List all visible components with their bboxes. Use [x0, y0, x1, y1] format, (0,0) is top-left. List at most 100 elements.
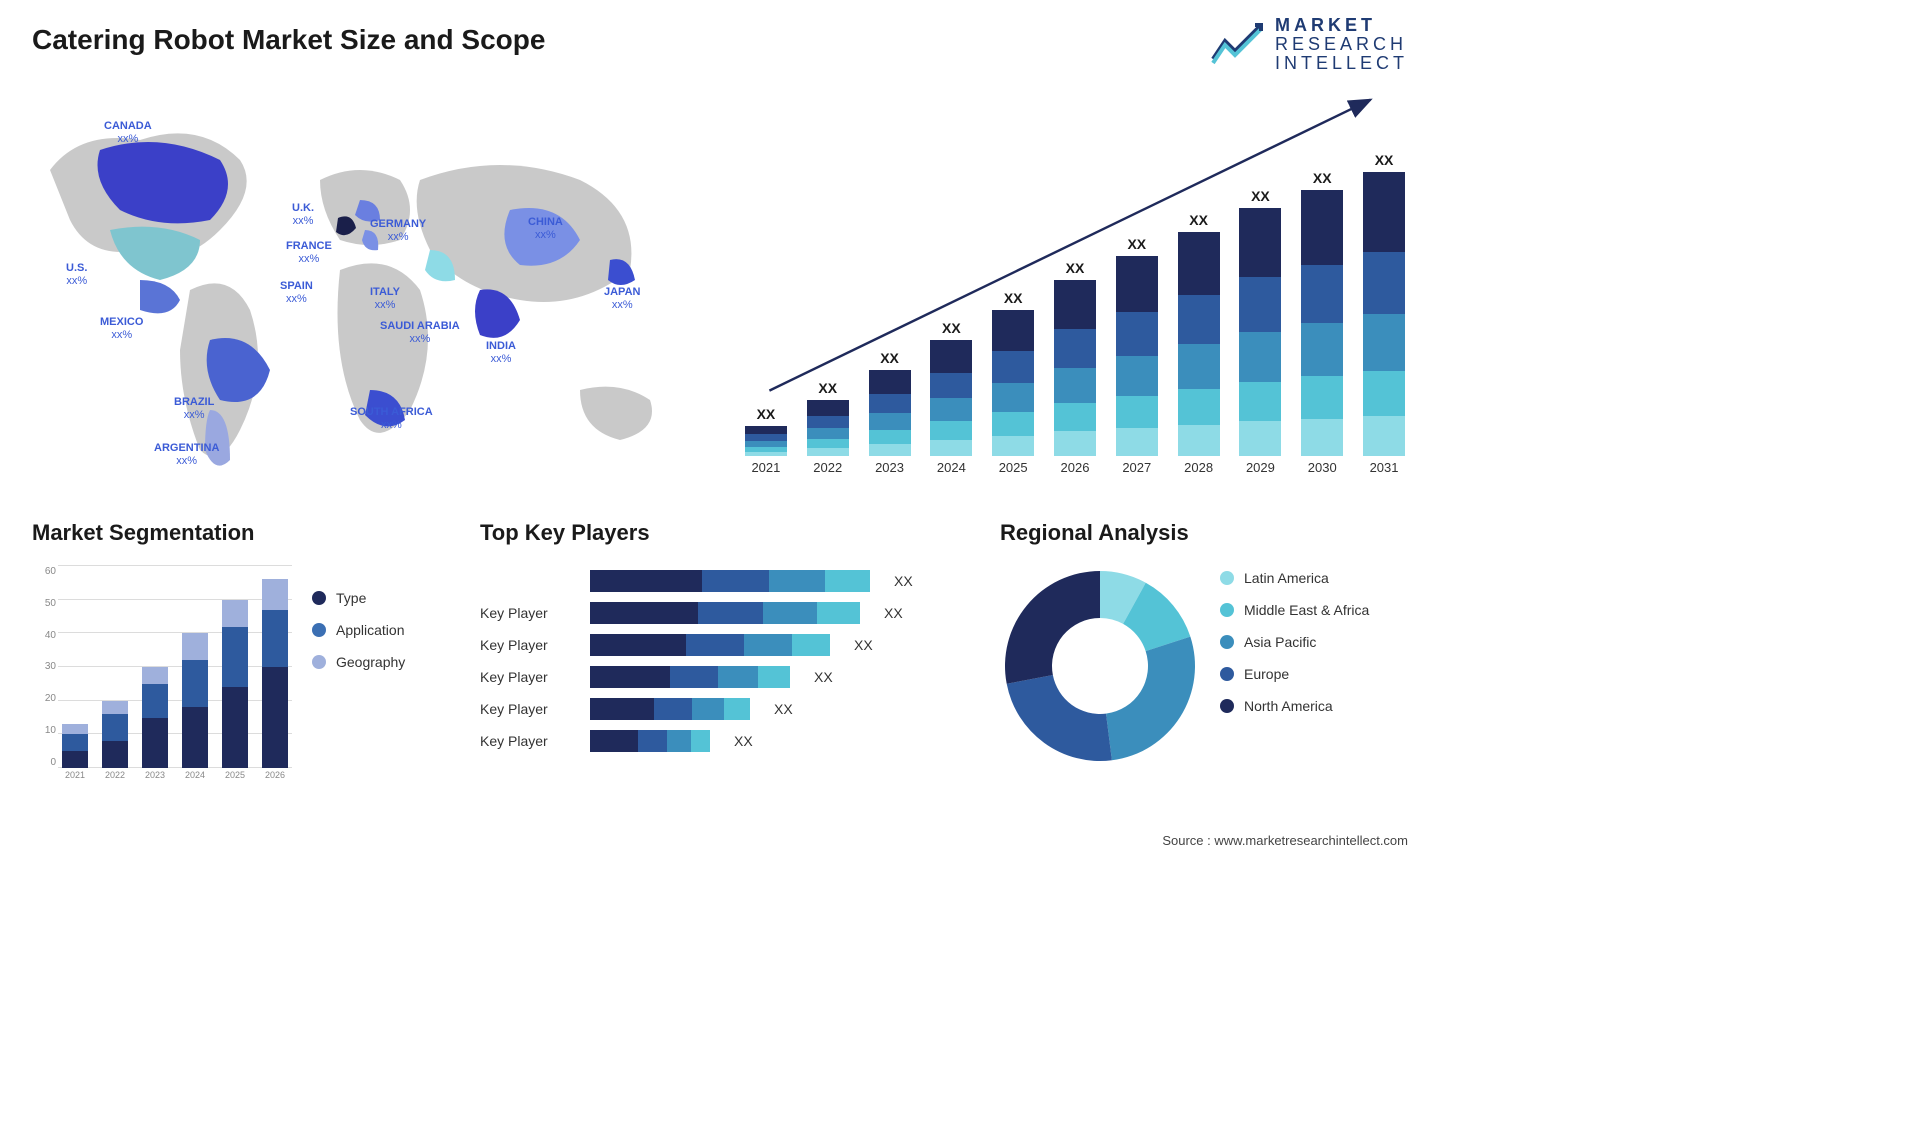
growth-bar-segment — [992, 310, 1034, 351]
growth-bar-segment — [1363, 371, 1405, 416]
growth-bar: XX — [864, 350, 916, 456]
key-player-bar-segment — [763, 602, 817, 624]
growth-bar-segment — [1054, 368, 1096, 403]
seg-bar-segment — [182, 707, 208, 768]
growth-x-tick: 2022 — [802, 460, 854, 480]
seg-y-tick: 50 — [32, 598, 56, 609]
key-player-bar — [590, 698, 750, 720]
page-title: Catering Robot Market Size and Scope — [32, 24, 545, 56]
growth-bar-segment — [745, 452, 787, 456]
donut-slice — [1106, 637, 1195, 761]
brand-line1: MARKET — [1275, 16, 1408, 35]
source-attribution: Source : www.marketresearchintellect.com — [1162, 833, 1408, 848]
growth-bar-segment — [930, 340, 972, 372]
growth-bar-value: XX — [1004, 290, 1023, 306]
growth-bar: XX — [1049, 260, 1101, 456]
seg-bar — [142, 667, 168, 768]
seg-bar-segment — [222, 687, 248, 768]
growth-bar-segment — [869, 413, 911, 430]
legend-label: Asia Pacific — [1244, 634, 1316, 650]
growth-bar: XX — [1296, 170, 1348, 456]
seg-y-tick: 20 — [32, 693, 56, 704]
seg-bar-segment — [142, 667, 168, 684]
growth-bar-segment — [1363, 172, 1405, 252]
key-player-bar-segment — [702, 570, 769, 592]
seg-bar — [182, 633, 208, 768]
growth-bar-segment — [992, 383, 1034, 412]
growth-bar-segment — [1178, 232, 1220, 295]
legend-dot-icon — [1220, 603, 1234, 617]
key-player-bar — [590, 570, 870, 592]
brand-line3: INTELLECT — [1275, 54, 1408, 73]
key-player-value: XX — [774, 701, 793, 717]
growth-bar: XX — [1111, 236, 1163, 456]
growth-bar-segment — [1239, 332, 1281, 382]
growth-bar-segment — [807, 400, 849, 416]
growth-bar-segment — [1054, 280, 1096, 329]
key-player-bar-segment — [667, 730, 691, 752]
growth-bar-segment — [1116, 428, 1158, 456]
key-player-bar-segment — [654, 698, 692, 720]
seg-x-tick: 2024 — [185, 770, 205, 786]
growth-bar-segment — [1116, 256, 1158, 312]
growth-bar-value: XX — [1066, 260, 1085, 276]
map-country-label: BRAZILxx% — [174, 396, 214, 421]
map-country-label: MEXICOxx% — [100, 316, 143, 341]
legend-dot-icon — [1220, 571, 1234, 585]
growth-bar-segment — [992, 436, 1034, 456]
legend-label: Latin America — [1244, 570, 1329, 586]
seg-bar-segment — [102, 714, 128, 741]
growth-bar-value: XX — [757, 406, 776, 422]
seg-x-tick: 2022 — [105, 770, 125, 786]
seg-bar-segment — [182, 633, 208, 660]
key-player-label: Key Player — [480, 701, 576, 717]
map-country-label: ARGENTINAxx% — [154, 442, 219, 467]
legend-item: Middle East & Africa — [1220, 602, 1369, 618]
growth-bar-segment — [1116, 396, 1158, 428]
legend-item: Europe — [1220, 666, 1369, 682]
growth-bar-segment — [1116, 356, 1158, 396]
growth-bar-segment — [745, 426, 787, 434]
legend-label: Type — [336, 590, 366, 606]
key-player-label: Key Player — [480, 637, 576, 653]
growth-x-tick: 2028 — [1173, 460, 1225, 480]
key-player-bar-segment — [590, 698, 654, 720]
growth-bar-value: XX — [1375, 152, 1394, 168]
growth-bar-value: XX — [1127, 236, 1146, 252]
growth-x-tick: 2023 — [864, 460, 916, 480]
key-player-row: XX — [480, 570, 980, 592]
regional-title: Regional Analysis — [1000, 520, 1410, 546]
growth-bar-segment — [1363, 416, 1405, 456]
growth-bar-value: XX — [818, 380, 837, 396]
legend-label: Geography — [336, 654, 405, 670]
growth-bar: XX — [987, 290, 1039, 456]
growth-bar-segment — [930, 421, 972, 440]
key-player-row: Key PlayerXX — [480, 602, 980, 624]
key-player-value: XX — [814, 669, 833, 685]
growth-bar-value: XX — [942, 320, 961, 336]
seg-bar-segment — [262, 579, 288, 609]
seg-bar-segment — [62, 734, 88, 751]
seg-bar-segment — [142, 684, 168, 718]
seg-y-tick: 10 — [32, 725, 56, 736]
segmentation-panel: Market Segmentation 6050403020100 202120… — [32, 520, 452, 800]
seg-bar-segment — [102, 701, 128, 714]
seg-bar-segment — [222, 600, 248, 627]
segmentation-legend: TypeApplicationGeography — [312, 590, 405, 670]
seg-bar — [222, 600, 248, 768]
map-country-label: JAPANxx% — [604, 286, 640, 311]
map-country-label: U.S.xx% — [66, 262, 87, 287]
key-player-row: Key Player XX — [480, 698, 980, 720]
seg-y-tick: 60 — [32, 566, 56, 577]
seg-bar-segment — [222, 627, 248, 688]
growth-bar-segment — [807, 439, 849, 448]
growth-bar-segment — [1363, 252, 1405, 314]
key-player-bar-segment — [686, 634, 744, 656]
legend-item: Latin America — [1220, 570, 1369, 586]
seg-bar-segment — [102, 741, 128, 768]
growth-bar-value: XX — [1313, 170, 1332, 186]
seg-x-tick: 2026 — [265, 770, 285, 786]
growth-bar-segment — [930, 440, 972, 456]
growth-x-tick: 2021 — [740, 460, 792, 480]
seg-bar-segment — [62, 751, 88, 768]
